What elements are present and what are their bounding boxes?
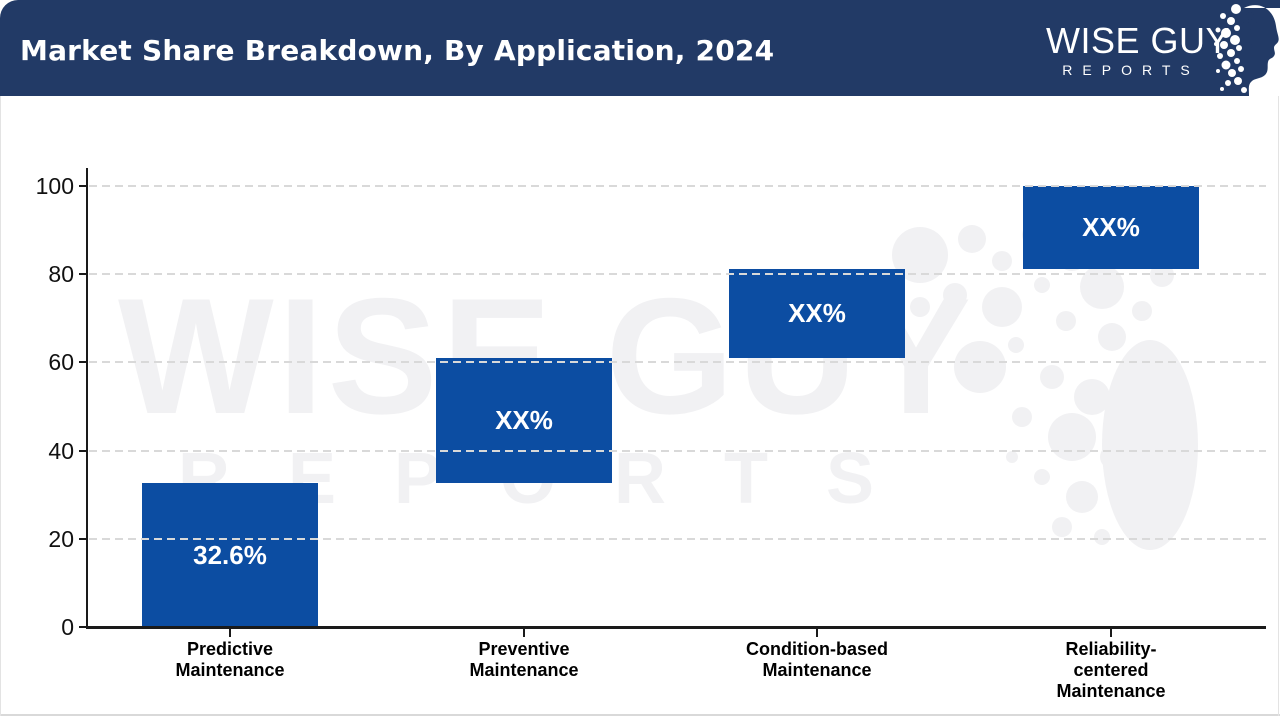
bar-segment: 32.6% bbox=[142, 483, 318, 627]
y-tick-mark bbox=[79, 361, 87, 364]
logo-reports-text: REPORTS bbox=[1062, 62, 1200, 78]
y-tick-mark bbox=[79, 449, 87, 452]
bar-value-label: 32.6% bbox=[193, 539, 267, 570]
gridline bbox=[89, 449, 1266, 452]
y-tick-mark bbox=[79, 626, 87, 628]
gridline bbox=[89, 361, 1266, 364]
y-tick-label: 40 bbox=[48, 437, 74, 464]
y-tick-label: 0 bbox=[61, 614, 74, 640]
y-tick-label: 80 bbox=[48, 261, 74, 288]
left-hairline bbox=[0, 96, 1, 716]
y-tick-label: 20 bbox=[48, 525, 74, 552]
bar-value-label: XX% bbox=[788, 297, 846, 328]
y-tick-mark bbox=[79, 185, 87, 187]
x-category-label: Predictive Maintenance bbox=[175, 639, 285, 680]
x-category-label: Reliability- centered Maintenance bbox=[1056, 639, 1166, 701]
bar-value-label: XX% bbox=[1082, 211, 1140, 242]
y-tick-mark bbox=[79, 273, 87, 276]
logo-wordmark: WISE GUY REPORTS bbox=[1046, 20, 1231, 79]
y-axis-line bbox=[86, 168, 88, 629]
y-tick-label: 100 bbox=[35, 173, 74, 199]
x-tick-mark bbox=[816, 629, 818, 637]
logo-face-icon bbox=[1214, 4, 1280, 96]
bottom-hairline bbox=[0, 714, 1280, 716]
gridline bbox=[89, 273, 1266, 276]
gridline bbox=[89, 537, 1266, 540]
gridline bbox=[89, 185, 1266, 187]
page-title: Market Share Breakdown, By Application, … bbox=[20, 34, 775, 67]
x-axis-line bbox=[86, 626, 1266, 629]
bar-segment: XX% bbox=[729, 268, 905, 358]
x-tick-mark bbox=[1110, 629, 1112, 637]
bar-segment: XX% bbox=[436, 357, 612, 484]
x-category-label: Condition-based Maintenance bbox=[746, 639, 888, 680]
bar-segment: XX% bbox=[1023, 186, 1199, 269]
x-category-label: Preventive Maintenance bbox=[469, 639, 579, 680]
y-tick-mark bbox=[79, 537, 87, 540]
y-tick-label: 60 bbox=[48, 349, 74, 376]
right-hairline bbox=[1278, 96, 1279, 716]
watermark-dotted-face bbox=[892, 225, 1198, 550]
header: Market Share Breakdown, By Application, … bbox=[0, 0, 1280, 96]
x-tick-mark bbox=[229, 629, 231, 637]
bar-value-label: XX% bbox=[495, 405, 553, 436]
x-tick-mark bbox=[523, 629, 525, 637]
logo-name-text: WISE GUY bbox=[1046, 20, 1231, 61]
